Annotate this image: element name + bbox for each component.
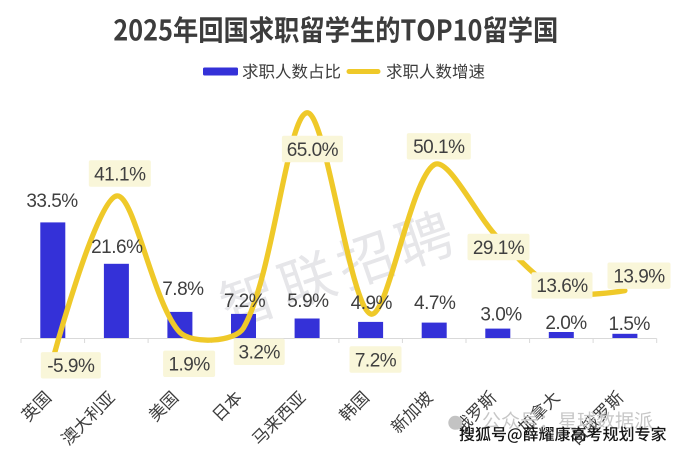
svg-text:2.0%: 2.0% <box>545 313 587 334</box>
svg-text:3.0%: 3.0% <box>480 305 522 326</box>
svg-text:33.5%: 33.5% <box>26 191 78 212</box>
svg-text:1.5%: 1.5% <box>609 314 651 335</box>
svg-text:13.6%: 13.6% <box>536 276 588 297</box>
svg-text:5.9%: 5.9% <box>287 291 329 312</box>
svg-text:29.1%: 29.1% <box>473 238 525 259</box>
svg-text:7.8%: 7.8% <box>162 279 204 300</box>
svg-text:41.1%: 41.1% <box>94 164 146 185</box>
svg-text:7.2%: 7.2% <box>224 291 266 312</box>
svg-text:7.2%: 7.2% <box>355 350 397 371</box>
svg-text:4.9%: 4.9% <box>351 293 393 314</box>
svg-text:50.1%: 50.1% <box>413 137 465 158</box>
svg-text:21.6%: 21.6% <box>91 237 143 258</box>
svg-text:13.9%: 13.9% <box>613 267 665 288</box>
svg-text:-5.9%: -5.9% <box>47 356 95 377</box>
svg-text:1.9%: 1.9% <box>168 355 210 376</box>
svg-text:4.7%: 4.7% <box>414 293 456 314</box>
svg-text:3.2%: 3.2% <box>239 343 281 364</box>
svg-text:65.0%: 65.0% <box>287 140 339 161</box>
